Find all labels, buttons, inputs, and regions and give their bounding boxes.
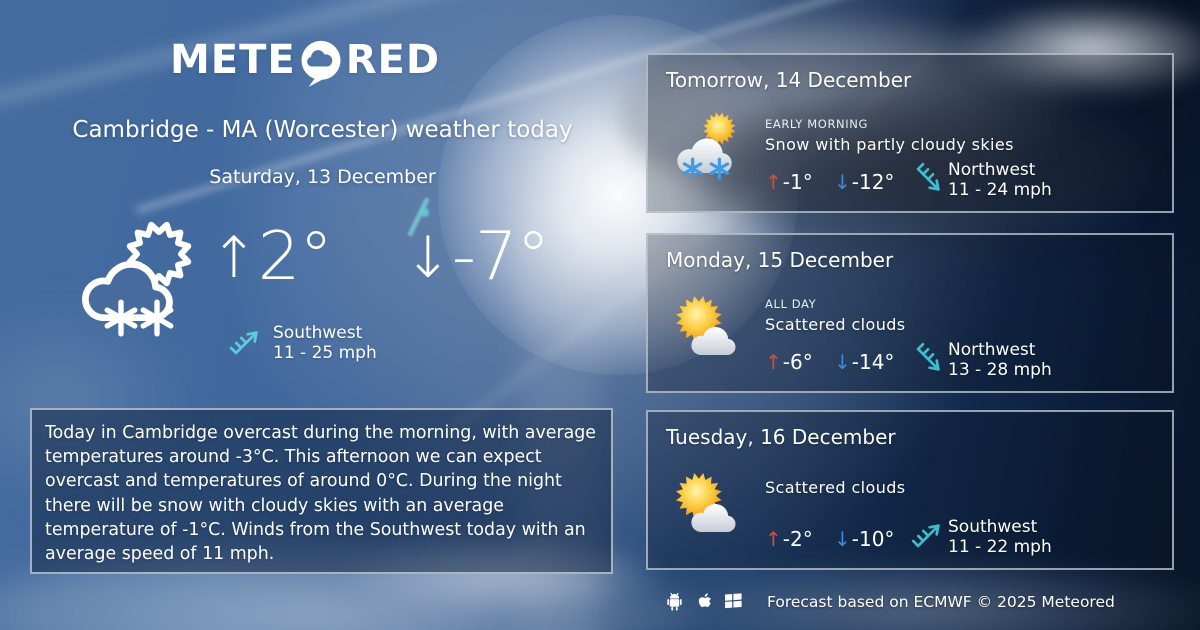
- attribution-text: Forecast based on ECMWF © 2025 Meteored: [767, 592, 1115, 611]
- card-wind-direction: Northwest: [948, 340, 1036, 360]
- card-low-value: -12°: [851, 170, 895, 194]
- current-low-value: -7°: [451, 217, 550, 295]
- card-condition: Scattered clouds: [765, 478, 906, 497]
- current-wind-speed: 11 - 25 mph: [273, 343, 377, 363]
- card-high-temp: ↑ -6°: [765, 350, 813, 374]
- card-wind-speed: 13 - 28 mph: [948, 360, 1052, 380]
- card-period-label: ALL DAY: [765, 297, 817, 311]
- card-low-temp: ↓ -12°: [834, 170, 894, 194]
- wind-barb-icon: [910, 161, 946, 197]
- page-date: Saturday, 13 December: [209, 166, 436, 188]
- forecast-card-tomorrow[interactable]: Tomorrow, 14 December EARLY MORNING Snow…: [646, 53, 1174, 213]
- card-low-value: -14°: [851, 350, 895, 374]
- card-wind-direction: Southwest: [948, 517, 1038, 537]
- card-wind-speed: 11 - 24 mph: [948, 180, 1052, 200]
- high-arrow-icon: ↑: [765, 527, 782, 551]
- android-icon[interactable]: [666, 592, 683, 611]
- low-arrow-icon: ↓: [834, 350, 851, 374]
- card-high-temp: ↑ -1°: [765, 170, 813, 194]
- high-arrow-icon: ↑: [765, 350, 782, 374]
- card-period-label: EARLY MORNING: [765, 117, 868, 131]
- wind-barb-icon: [910, 518, 946, 554]
- apple-icon[interactable]: [696, 592, 712, 611]
- wind-barb-icon: [228, 325, 264, 361]
- logo-text-left: METE: [170, 37, 296, 83]
- high-arrow-icon: ↑: [210, 225, 258, 291]
- card-low-temp: ↓ -10°: [834, 527, 894, 551]
- wind-barb-icon: [910, 341, 946, 377]
- low-arrow-icon: ↓: [834, 170, 851, 194]
- card-condition: Scattered clouds: [765, 315, 906, 334]
- card-wind-speed: 11 - 22 mph: [948, 537, 1052, 557]
- snow-cloud-sun-outline-icon: [70, 213, 202, 345]
- low-arrow-icon: ↓: [404, 225, 452, 291]
- card-wind-direction: Northwest: [948, 160, 1036, 180]
- weather-summary: Today in Cambridge overcast during the m…: [30, 408, 613, 574]
- meteored-logo[interactable]: METE RED: [170, 34, 441, 87]
- windows-icon[interactable]: [725, 593, 742, 610]
- card-high-temp: ↑ -2°: [765, 527, 813, 551]
- card-high-value: -2°: [782, 527, 813, 551]
- card-title: Monday, 15 December: [666, 248, 894, 272]
- current-wind: Southwest 11 - 25 mph: [228, 323, 377, 363]
- high-arrow-icon: ↑: [765, 170, 782, 194]
- cloud-speech-bubble-icon: [301, 40, 341, 87]
- sun-cloud-icon: [675, 295, 736, 356]
- forecast-card-monday[interactable]: Monday, 15 December ALL DAY Scattered cl…: [646, 233, 1174, 393]
- current-wind-direction: Southwest: [273, 323, 363, 343]
- card-low-value: -10°: [851, 527, 895, 551]
- current-high-value: 2°: [257, 217, 333, 295]
- sun-cloud-snow-icon: [677, 112, 736, 180]
- lens-flare-dot: [420, 208, 429, 217]
- footer: Forecast based on ECMWF © 2025 Meteored: [666, 592, 1115, 611]
- forecast-card-tuesday[interactable]: Tuesday, 16 December Scattered clouds ↑ …: [646, 410, 1174, 570]
- page-title: Cambridge - MA (Worcester) weather today: [72, 117, 573, 143]
- current-high-temp: ↑ 2°: [210, 217, 333, 297]
- current-low-temp: ↓ -7°: [404, 217, 550, 297]
- card-title: Tomorrow, 14 December: [666, 68, 912, 92]
- sun-cloud-icon: [675, 472, 736, 533]
- card-high-value: -6°: [782, 350, 813, 374]
- low-arrow-icon: ↓: [834, 527, 851, 551]
- card-title: Tuesday, 16 December: [666, 425, 896, 449]
- card-low-temp: ↓ -14°: [834, 350, 894, 374]
- card-high-value: -1°: [782, 170, 813, 194]
- card-condition: Snow with partly cloudy skies: [765, 135, 1014, 154]
- logo-text-right: RED: [345, 37, 441, 83]
